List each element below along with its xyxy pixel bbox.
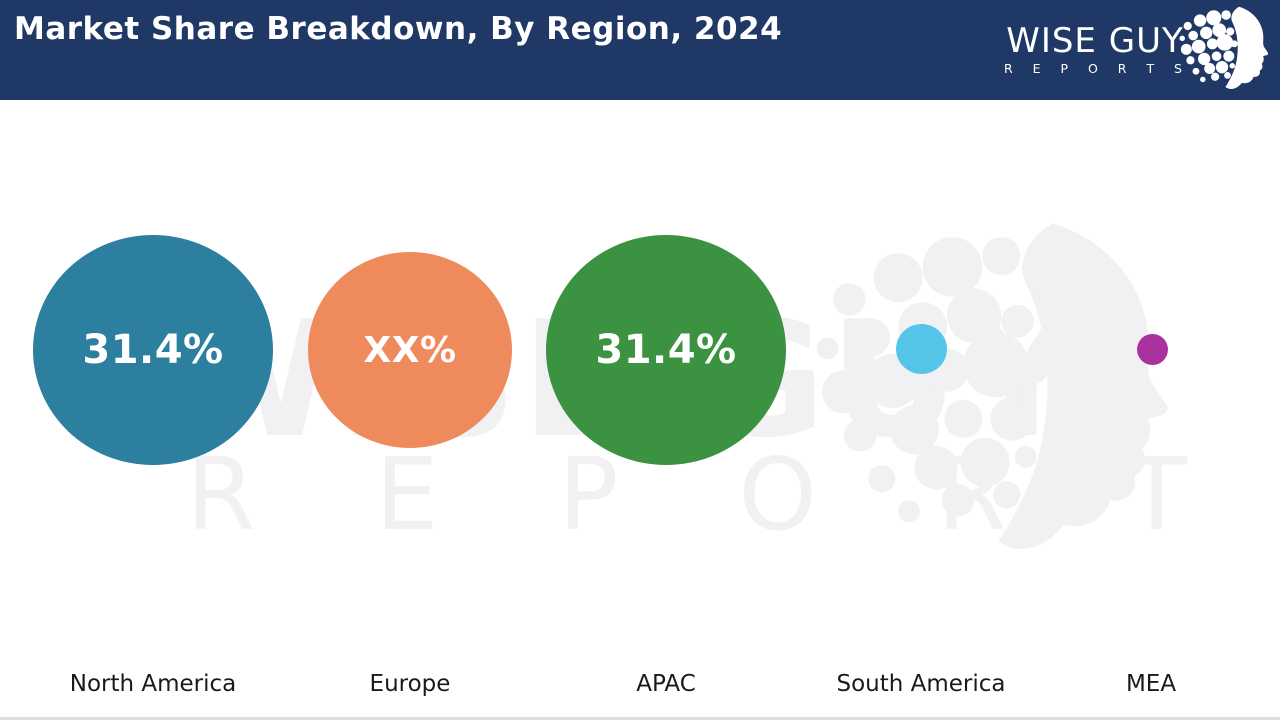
region-label-europe: Europe bbox=[369, 671, 451, 697]
region-label-mea: MEA bbox=[1125, 671, 1177, 697]
brand-subtitle: R E P O R T S bbox=[1003, 61, 1190, 77]
bubble-apac: 31.4% bbox=[546, 235, 786, 465]
bubble-europe: XX% bbox=[308, 252, 512, 448]
brand-name: WISE GUY bbox=[1006, 20, 1184, 61]
page-title: Market Share Breakdown, By Region, 2024 bbox=[14, 11, 783, 47]
bottom-divider bbox=[0, 717, 1280, 720]
region-label-south-america: South America bbox=[836, 671, 1006, 697]
bubble-north-america: 31.4% bbox=[33, 235, 273, 465]
brand-logo: WISE GUY R E P O R T S bbox=[1000, 0, 1270, 100]
bubble-chart: WISE GUY R E P O R T S 31.4% XX% 31.4% N… bbox=[0, 100, 1280, 720]
bubble-value-apac: 31.4% bbox=[595, 327, 737, 373]
region-label-apac: APAC bbox=[636, 671, 696, 697]
bubble-mea bbox=[1137, 334, 1168, 365]
region-label-north-america: North America bbox=[69, 671, 237, 697]
bubble-value-europe: XX% bbox=[363, 329, 457, 371]
bubble-value-north-america: 31.4% bbox=[82, 327, 224, 373]
brand-logo-text: WISE GUY R E P O R T S bbox=[1000, 20, 1190, 77]
header: Market Share Breakdown, By Region, 2024 … bbox=[0, 0, 1280, 100]
watermark-head-icon bbox=[795, 218, 1175, 571]
bubble-south-america bbox=[896, 324, 947, 374]
